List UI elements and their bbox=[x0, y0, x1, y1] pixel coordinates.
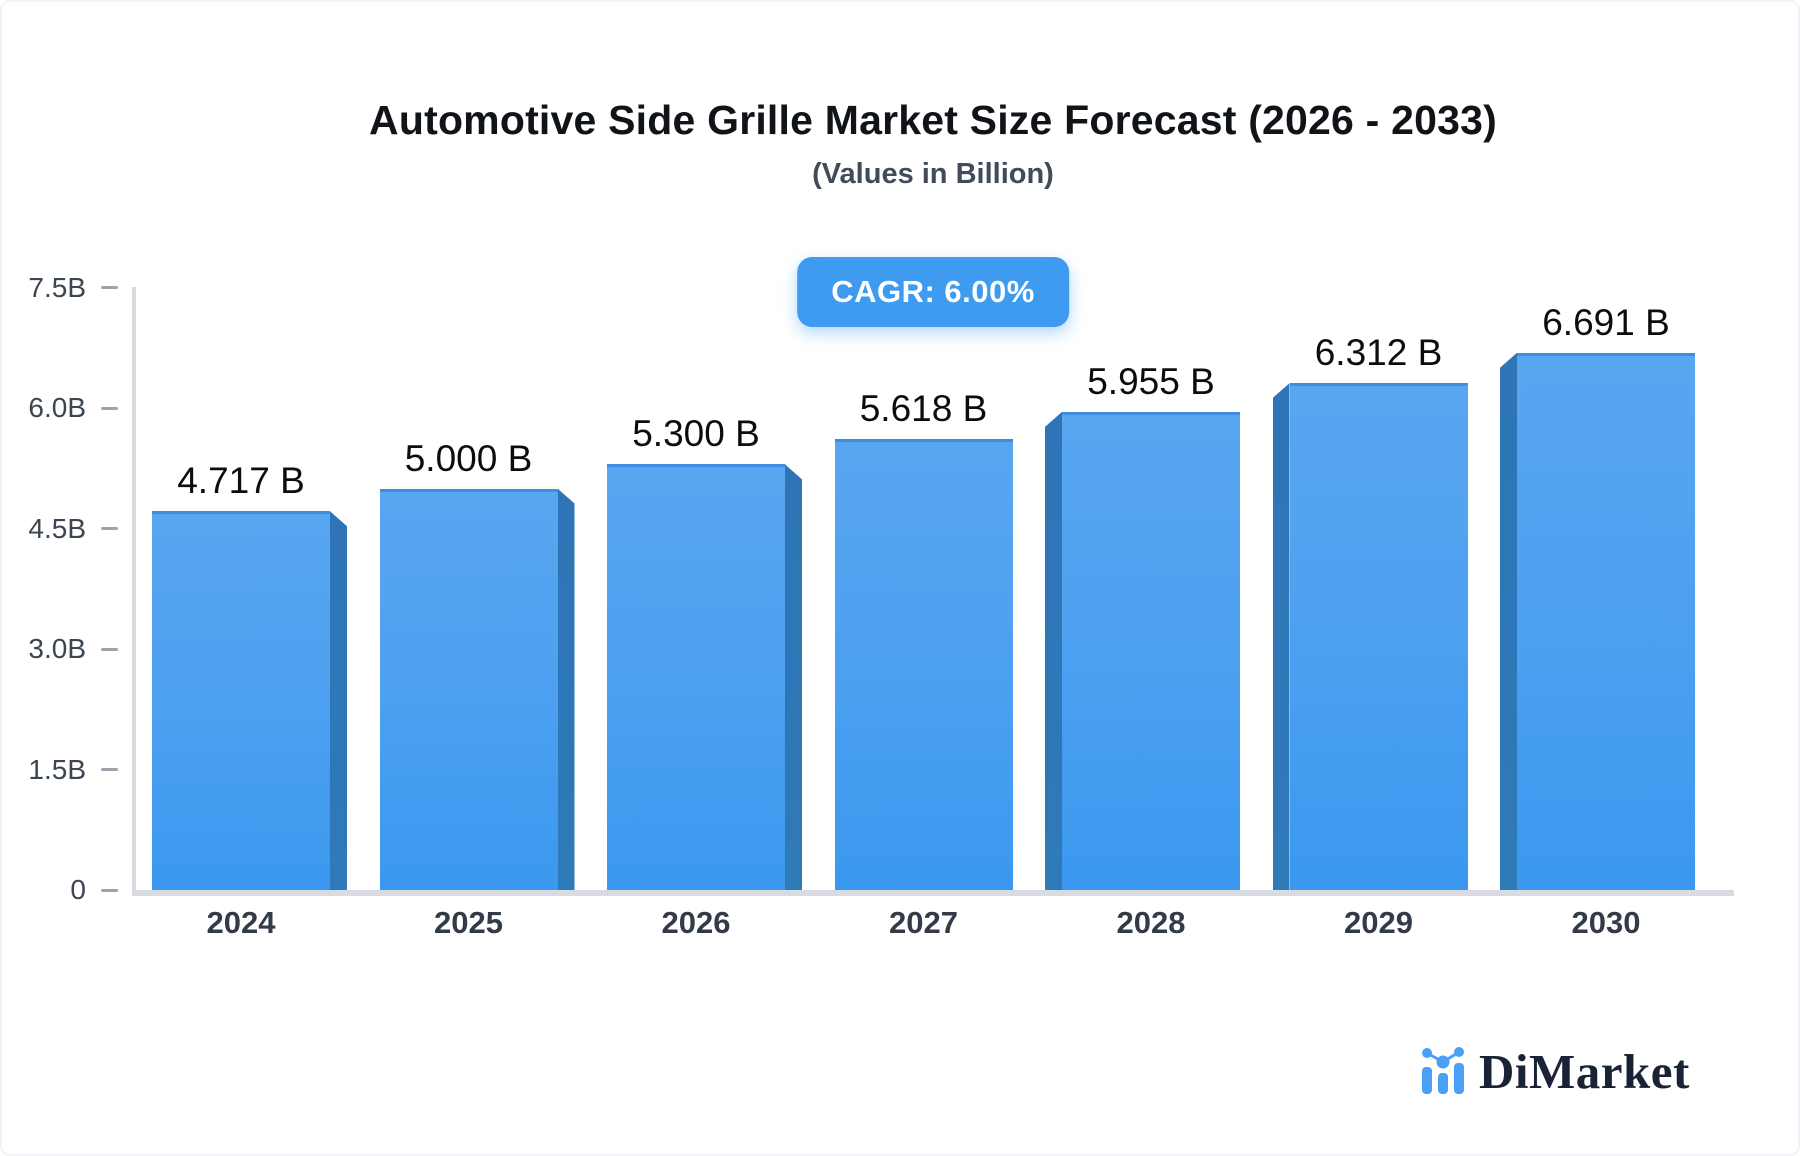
bar-2028 bbox=[1062, 411, 1240, 890]
y-tick-dash bbox=[101, 768, 118, 772]
y-tick-dash bbox=[101, 286, 118, 290]
bar-value-label: 6.312 B bbox=[1314, 332, 1443, 374]
y-tick-label: 1.5B bbox=[28, 753, 86, 785]
x-tick-label: 2028 bbox=[1116, 905, 1186, 940]
x-tick-label: 2027 bbox=[889, 905, 958, 940]
cagr-badge: CAGR: 6.00% bbox=[797, 257, 1069, 327]
chart-header: Automotive Side Grille Market Size Forec… bbox=[132, 2, 1734, 327]
bar-value-label: 5.000 B bbox=[404, 437, 533, 479]
bar-3d-side bbox=[785, 464, 802, 890]
x-tick-label: 2025 bbox=[434, 905, 503, 940]
y-tick-label: 3.0B bbox=[28, 633, 86, 665]
bar-value-label: 5.618 B bbox=[859, 387, 988, 429]
x-tick-label: 2024 bbox=[206, 905, 276, 940]
bar-3d-side bbox=[557, 488, 575, 890]
bar-2024 bbox=[152, 511, 330, 890]
x-tick-label: 2026 bbox=[661, 905, 731, 940]
y-tick-label: 4.5B bbox=[28, 512, 86, 544]
brand-name: DiMarket bbox=[1479, 1044, 1690, 1099]
y-tick-dash bbox=[101, 406, 118, 410]
bar-2025 bbox=[379, 488, 558, 890]
bar-2030 bbox=[1517, 352, 1695, 890]
x-tick-label: 2029 bbox=[1344, 905, 1413, 940]
bar-3d-side bbox=[1045, 411, 1062, 890]
bar-value-label: 4.717 B bbox=[177, 460, 305, 502]
bar-value-label: 5.955 B bbox=[1087, 360, 1215, 402]
y-tick-dash bbox=[101, 527, 118, 531]
brand-logo: DiMarket bbox=[1421, 1042, 1690, 1098]
y-tick-label: 0 bbox=[70, 874, 86, 905]
y-tick-dash bbox=[101, 647, 118, 651]
chart-title: Automotive Side Grille Market Size Forec… bbox=[369, 97, 1497, 143]
bar-line-chart-icon bbox=[1422, 1047, 1464, 1094]
bar-3d-side bbox=[1272, 383, 1290, 890]
bar-2026 bbox=[607, 464, 785, 890]
y-axis-line bbox=[132, 287, 136, 890]
y-tick-label: 7.5B bbox=[28, 271, 86, 303]
bar-value-label: 5.300 B bbox=[632, 413, 760, 455]
y-tick-label: 6.0B bbox=[28, 392, 86, 424]
y-tick-dash bbox=[101, 888, 118, 892]
bar-value-label: 6.691 B bbox=[1542, 301, 1670, 343]
bar-3d-side bbox=[330, 511, 347, 890]
x-axis-baseline bbox=[132, 890, 1734, 896]
x-tick-label: 2030 bbox=[1571, 905, 1641, 940]
bar-2029 bbox=[1289, 383, 1468, 890]
bar-3d-side bbox=[1500, 352, 1517, 890]
bar-2027 bbox=[834, 438, 1013, 890]
chart-subtitle: (Values in Billion) bbox=[812, 158, 1054, 190]
